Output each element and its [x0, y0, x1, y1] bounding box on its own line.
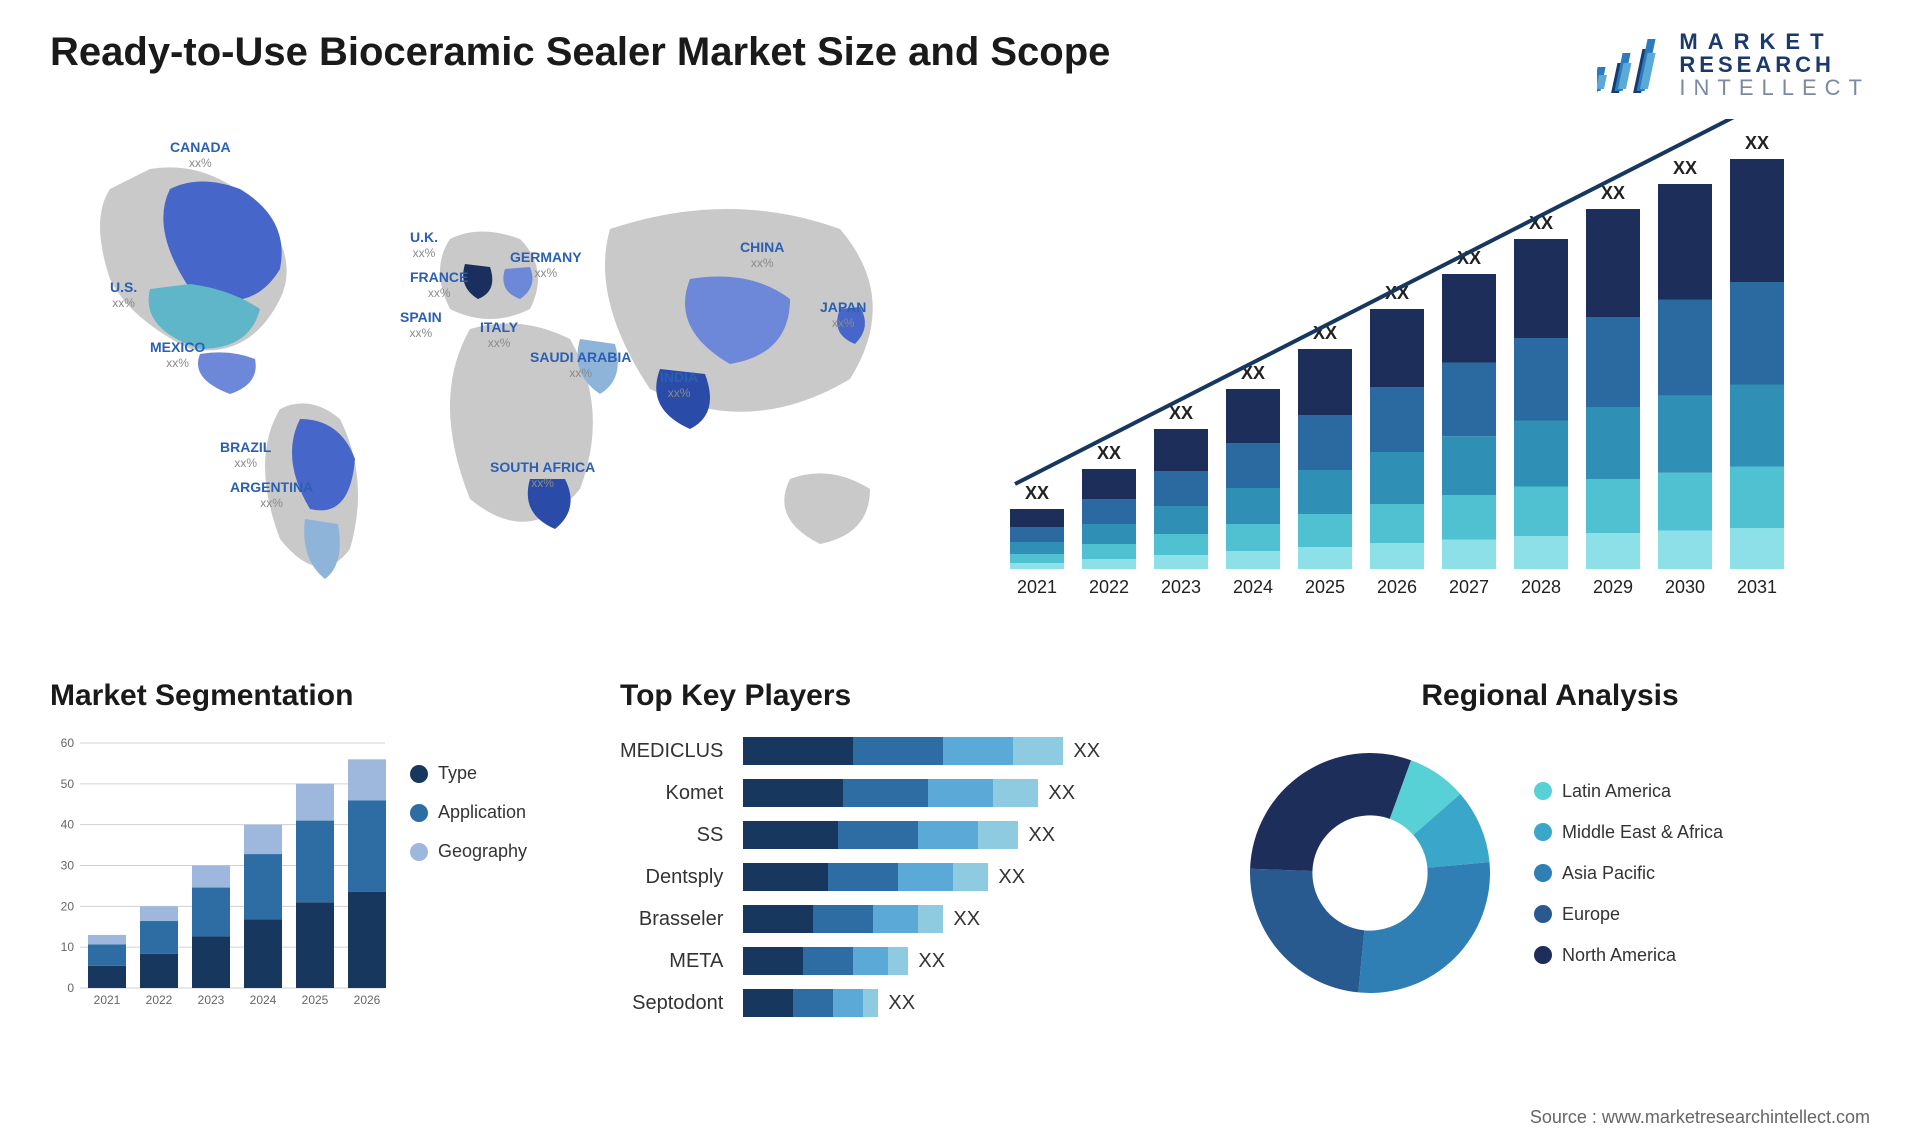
- svg-text:10: 10: [61, 940, 75, 954]
- map-label: FRANCExx%: [410, 269, 468, 300]
- map-label: ITALYxx%: [480, 319, 518, 350]
- svg-text:20: 20: [61, 900, 75, 914]
- logo-text-3: INTELLECT: [1679, 76, 1870, 99]
- svg-text:2022: 2022: [1089, 577, 1129, 597]
- svg-text:2024: 2024: [250, 993, 277, 1007]
- svg-text:2031: 2031: [1737, 577, 1777, 597]
- map-label: SPAINxx%: [400, 309, 442, 340]
- growth-chart: XX2021XX2022XX2023XX2024XX2025XX2026XX20…: [990, 119, 1870, 639]
- players-title: Top Key Players: [620, 679, 1200, 713]
- player-bar-row: XX: [743, 947, 1100, 975]
- svg-text:2026: 2026: [1377, 577, 1417, 597]
- map-label: U.K.xx%: [410, 229, 438, 260]
- svg-text:2023: 2023: [1161, 577, 1201, 597]
- legend-item: Geography: [410, 841, 527, 862]
- logo-bars-icon: [1597, 37, 1667, 93]
- svg-text:30: 30: [61, 859, 75, 873]
- player-label: Septodont: [632, 989, 723, 1017]
- legend-item: North America: [1534, 945, 1723, 966]
- map-label: SAUDI ARABIAxx%: [530, 349, 631, 380]
- map-label: CHINAxx%: [740, 239, 784, 270]
- svg-text:2027: 2027: [1449, 577, 1489, 597]
- svg-text:50: 50: [61, 777, 75, 791]
- svg-text:XX: XX: [1745, 133, 1769, 153]
- svg-text:2025: 2025: [302, 993, 329, 1007]
- svg-text:40: 40: [61, 818, 75, 832]
- source-attribution: Source : www.marketresearchintellect.com: [1530, 1107, 1870, 1128]
- map-label: U.S.xx%: [110, 279, 137, 310]
- map-label: SOUTH AFRICAxx%: [490, 459, 595, 490]
- regional-legend: Latin America Middle East & Africa Asia Pa…: [1534, 781, 1723, 966]
- player-label: SS: [697, 821, 724, 849]
- svg-text:2024: 2024: [1233, 577, 1273, 597]
- map-label: BRAZILxx%: [220, 439, 271, 470]
- player-label: META: [669, 947, 723, 975]
- map-label: CANADAxx%: [170, 139, 231, 170]
- segmentation-chart: 0 10 20 30 40 50 60 2021 2022 2023 2024 2025 2026: [50, 733, 390, 1013]
- svg-text:XX: XX: [1169, 403, 1193, 423]
- map-label: INDIAxx%: [660, 369, 698, 400]
- svg-text:XX: XX: [1673, 158, 1697, 178]
- player-label: MEDICLUS: [620, 737, 723, 765]
- legend-item: Type: [410, 763, 527, 784]
- svg-text:60: 60: [61, 736, 75, 750]
- legend-item: Europe: [1534, 904, 1723, 925]
- svg-text:XX: XX: [1601, 183, 1625, 203]
- svg-text:2029: 2029: [1593, 577, 1633, 597]
- player-bar-row: XX: [743, 905, 1100, 933]
- legend-item: Application: [410, 802, 527, 823]
- player-bar-row: XX: [743, 821, 1100, 849]
- player-label: Komet: [666, 779, 724, 807]
- map-label: MEXICOxx%: [150, 339, 205, 370]
- svg-text:2030: 2030: [1665, 577, 1705, 597]
- legend-item: Middle East & Africa: [1534, 822, 1723, 843]
- players-bars: XX XX XX XX XX XX XX: [743, 733, 1100, 1017]
- map-label: GERMANYxx%: [510, 249, 582, 280]
- player-label: Dentsply: [646, 863, 724, 891]
- svg-text:2028: 2028: [1521, 577, 1561, 597]
- world-map: CANADAxx% U.S.xx% MEXICOxx% BRAZILxx% ARGENT…: [50, 119, 950, 639]
- regional-title: Regional Analysis: [1230, 679, 1870, 713]
- svg-text:2022: 2022: [146, 993, 173, 1007]
- svg-text:2021: 2021: [94, 993, 121, 1007]
- page-title: Ready-to-Use Bioceramic Sealer Market Si…: [50, 30, 1110, 75]
- player-label: Brasseler: [639, 905, 723, 933]
- svg-text:2025: 2025: [1305, 577, 1345, 597]
- logo-text-2: RESEARCH: [1679, 53, 1870, 76]
- logo-text-1: MARKET: [1679, 30, 1870, 53]
- svg-text:2026: 2026: [354, 993, 381, 1007]
- map-label: JAPANxx%: [820, 299, 866, 330]
- players-labels: MEDICLUS Komet SS Dentsply Brasseler META Sept…: [620, 733, 723, 1017]
- segmentation-title: Market Segmentation: [50, 679, 590, 713]
- segmentation-legend: Type Application Geography: [410, 733, 527, 1013]
- player-bar-row: XX: [743, 737, 1100, 765]
- player-bar-row: XX: [743, 779, 1100, 807]
- legend-item: Latin America: [1534, 781, 1723, 802]
- player-bar-row: XX: [743, 863, 1100, 891]
- player-bar-row: XX: [743, 989, 1100, 1017]
- brand-logo: MARKET RESEARCH INTELLECT: [1597, 30, 1870, 99]
- svg-text:0: 0: [67, 981, 74, 995]
- svg-text:XX: XX: [1097, 443, 1121, 463]
- regional-donut: [1230, 733, 1510, 1013]
- legend-item: Asia Pacific: [1534, 863, 1723, 884]
- svg-text:2021: 2021: [1017, 577, 1057, 597]
- map-label: ARGENTINAxx%: [230, 479, 313, 510]
- svg-text:XX: XX: [1025, 483, 1049, 503]
- svg-text:2023: 2023: [198, 993, 225, 1007]
